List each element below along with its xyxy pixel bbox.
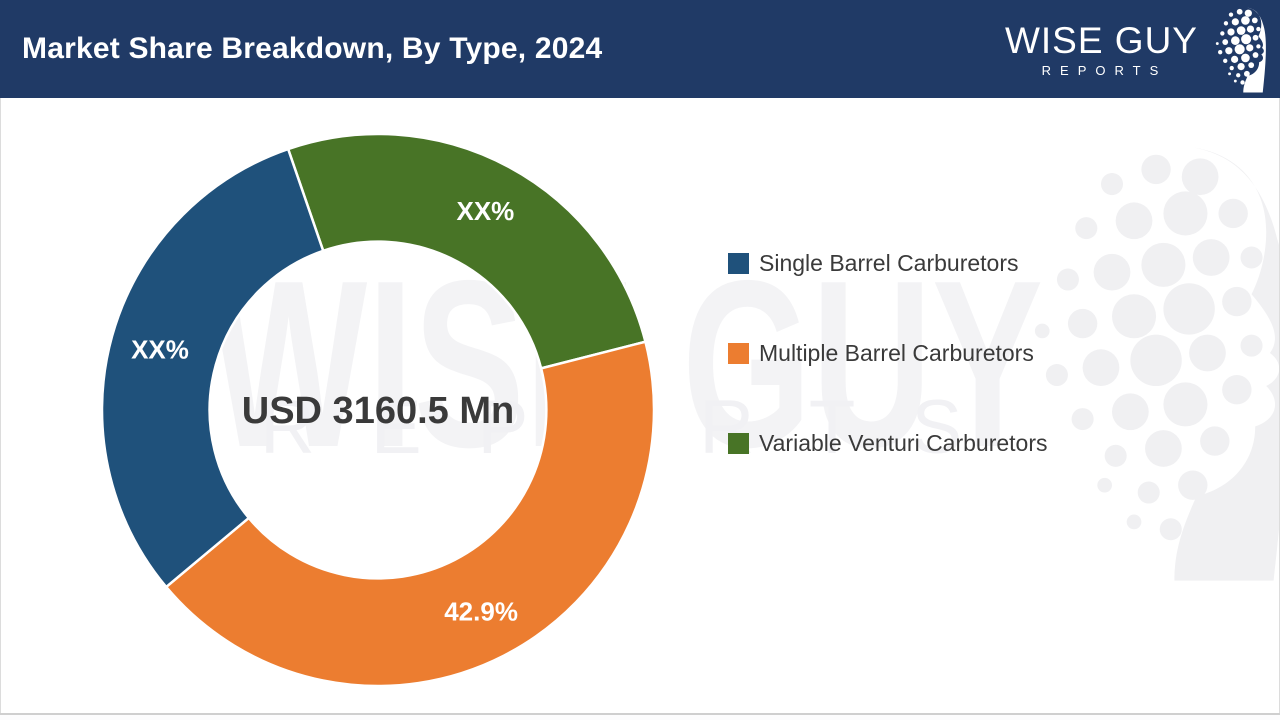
page-title: Market Share Breakdown, By Type, 2024 [22, 32, 603, 65]
brand-name: WISE GUY [1004, 19, 1198, 61]
face-dot [1256, 26, 1261, 32]
face-dot [1137, 481, 1160, 504]
face-dot [1093, 253, 1131, 291]
face-dot [1236, 26, 1246, 35]
face-dot [1097, 477, 1112, 493]
pie-segment-multiple-barrel-carburetors [164, 340, 656, 688]
legend-label: Variable Venturi Carburetors [759, 429, 1048, 456]
face-dot [1071, 408, 1094, 431]
face-dot [1233, 79, 1237, 83]
face-dot [1075, 217, 1098, 240]
brand-face-icon [1215, 7, 1266, 93]
legend-label: Multiple Barrel Carburetors [759, 339, 1034, 366]
face-dot [1225, 47, 1233, 55]
face-dot [1241, 53, 1250, 63]
face-dot [1234, 44, 1245, 55]
header-bar: Market Share Breakdown, By Type, 2024 WI… [0, 0, 1280, 98]
face-dot [1045, 364, 1068, 387]
face-dot [1192, 239, 1230, 276]
face-dot [1256, 44, 1261, 49]
legend-swatch [728, 342, 749, 364]
face-dot [1181, 158, 1219, 196]
legend-swatch [728, 432, 749, 454]
legend-item: Single Barrel Carburetors [728, 250, 1048, 276]
face-dot [1231, 36, 1240, 45]
face-dot [1100, 173, 1124, 196]
legend-label: Single Barrel Carburetors [759, 249, 1019, 276]
face-profile [1243, 7, 1266, 93]
brand-logo: WISE GUY REPORTS [1005, 6, 1268, 94]
face-dot [1236, 73, 1241, 78]
face-dot [1240, 334, 1263, 357]
brand-subtitle: REPORTS [1041, 63, 1168, 79]
face-dot [1227, 28, 1235, 36]
face-dot [1231, 55, 1239, 63]
face-dot [1215, 42, 1219, 45]
brand-logo-text: WISE GUY REPORTS [1004, 19, 1198, 79]
face-dot [1229, 65, 1234, 71]
legend-item: Variable Venturi Carburetors [728, 430, 1048, 456]
face-dot [1240, 80, 1245, 85]
face-profile [1174, 147, 1280, 581]
pie-segment-value-label: 42.9% [444, 597, 518, 627]
face-dot [1248, 62, 1255, 69]
watermark-face-dots [1034, 147, 1280, 581]
face-dot [1252, 52, 1259, 58]
face-dot [1241, 16, 1250, 25]
donut-center-value: USD 3160.5 Mn [242, 390, 514, 432]
pie-segment-variable-venturi-carburetors [286, 132, 647, 370]
face-dot [1082, 349, 1120, 387]
face-dot [1034, 323, 1050, 339]
face-dot [1228, 72, 1231, 76]
face-dot [1244, 9, 1252, 17]
face-dot [1159, 518, 1182, 541]
face-dot [1243, 70, 1250, 77]
face-dot [1223, 58, 1228, 63]
face-dot [1056, 268, 1079, 291]
face-dot [1163, 191, 1208, 236]
face-dot [1141, 242, 1186, 287]
face-dot [1112, 393, 1149, 431]
face-dot [1246, 25, 1255, 33]
legend-item: Multiple Barrel Carburetors [728, 340, 1048, 366]
face-dot [1189, 334, 1226, 372]
legend-swatch [728, 252, 749, 274]
bottom-border [0, 713, 1280, 720]
face-dot [1220, 31, 1225, 36]
face-dot [1112, 294, 1157, 339]
face-dot [1218, 198, 1248, 229]
face-dot [1236, 8, 1243, 15]
face-dot [1145, 430, 1182, 467]
face-dot [1163, 382, 1208, 427]
face-dot [1200, 426, 1230, 456]
face-dot [1115, 202, 1153, 240]
face-dot [1246, 44, 1254, 52]
face-dot [1251, 17, 1258, 24]
face-dot [1130, 334, 1182, 387]
face-dot [1240, 246, 1263, 269]
face-dot [1067, 308, 1098, 339]
face-dot [1126, 514, 1142, 530]
chart-legend: Single Barrel Carburetors Multiple Barre… [728, 250, 1048, 520]
face-dot [1163, 283, 1215, 335]
face-dot [1218, 50, 1223, 55]
face-dot [1222, 286, 1252, 317]
face-dot [1222, 39, 1229, 45]
face-dot [1178, 470, 1208, 500]
face-dot [1231, 18, 1239, 26]
pie-segment-single-barrel-carburetors [100, 147, 325, 589]
face-dot [1252, 34, 1259, 41]
pie-segment-value-label: XX% [131, 334, 189, 364]
face-dot [1228, 12, 1234, 17]
face-dot [1223, 21, 1229, 26]
face-dot [1237, 62, 1245, 71]
face-dot [1104, 444, 1127, 467]
face-dot [1141, 154, 1171, 185]
face-dot [1222, 375, 1252, 405]
pie-segment-value-label: XX% [456, 196, 514, 226]
face-dot [1241, 34, 1252, 45]
